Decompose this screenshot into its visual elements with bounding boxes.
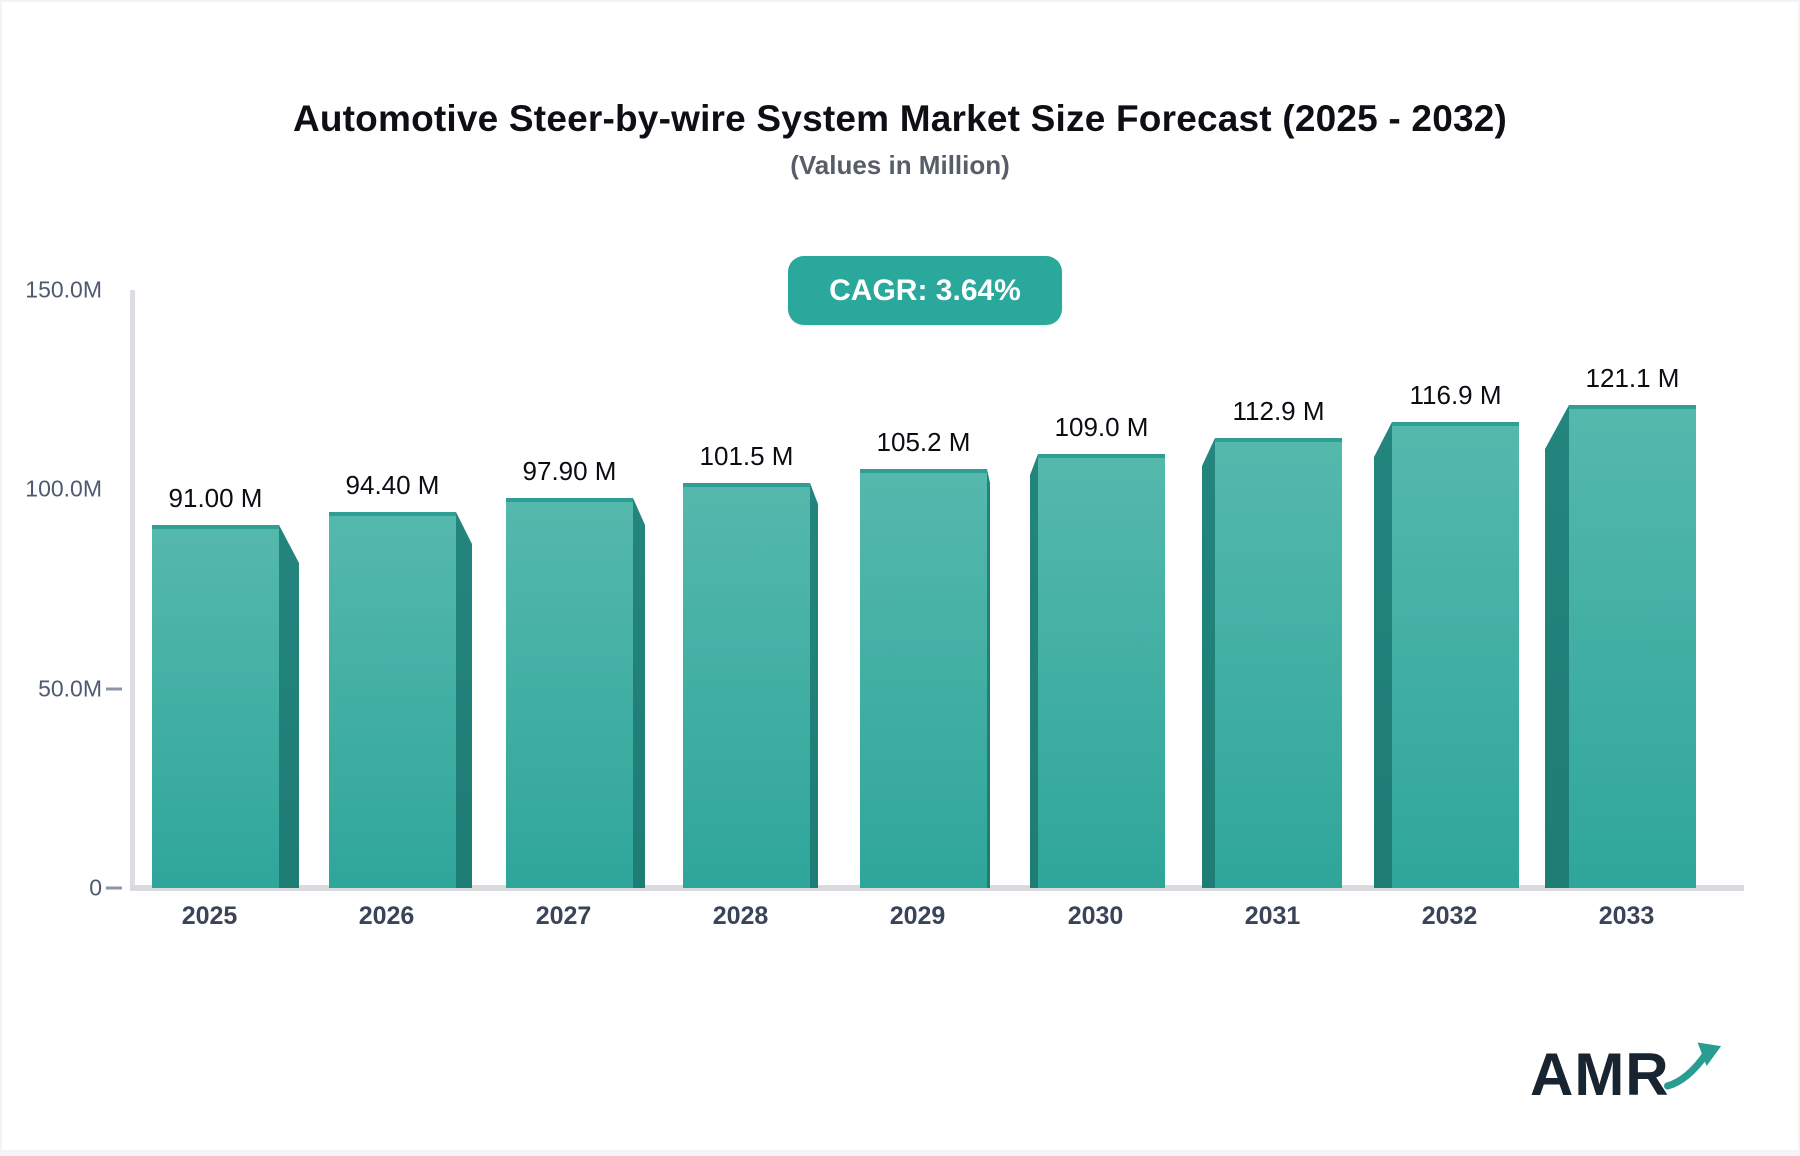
bar-side-panel	[987, 469, 990, 888]
bar-2030[interactable]	[1030, 454, 1165, 888]
x-tick-label-2029: 2029	[889, 902, 946, 930]
bar-2025[interactable]	[152, 525, 299, 888]
bar-face	[1569, 405, 1696, 888]
x-tick-label-2027: 2027	[535, 902, 592, 930]
growth-arrow-icon	[1663, 1038, 1722, 1099]
bar-2031[interactable]	[1202, 438, 1342, 888]
y-tick-label-100.0M: 100.0M	[25, 475, 102, 502]
bar-side-panel	[279, 525, 299, 888]
bar-value-label-2033: 121.1 M	[1585, 363, 1680, 393]
bar-face	[1038, 454, 1165, 888]
y-axis-line	[130, 290, 135, 890]
bar-value-label-2032: 116.9 M	[1409, 380, 1502, 410]
y-tick-mark	[106, 687, 122, 691]
x-tick-label-2031: 2031	[1244, 902, 1301, 930]
y-tick-label-150.0M: 150.0M	[25, 276, 102, 303]
bar-2027[interactable]	[506, 498, 645, 888]
bar-2028[interactable]	[683, 483, 818, 888]
brand-logo: AMR	[1530, 1032, 1722, 1118]
bar-face	[152, 525, 279, 888]
bar-side-panel	[1202, 438, 1215, 888]
y-tick-mark	[106, 886, 122, 890]
x-tick-label-2032: 2032	[1421, 902, 1478, 930]
bar-face	[506, 498, 633, 888]
bar-value-label-2025: 91.00 M	[168, 483, 263, 513]
bar-face	[1215, 438, 1342, 888]
bar-face	[860, 469, 987, 888]
bar-value-label-2029: 105.2 M	[876, 427, 971, 457]
y-tick-label-50.0M: 50.0M	[38, 675, 102, 702]
chart-title: Automotive Steer-by-wire System Market S…	[292, 98, 1508, 139]
x-tick-label-2033: 2033	[1598, 902, 1655, 930]
bar-value-label-2031: 112.9 M	[1232, 396, 1325, 426]
chart-subtitle: (Values in Million)	[790, 150, 1010, 180]
bar-side-panel	[1545, 405, 1569, 888]
bar-2033[interactable]	[1545, 405, 1696, 888]
bar-value-label-2028: 101.5 M	[699, 441, 794, 471]
bar-face	[329, 512, 456, 888]
bar-2029[interactable]	[860, 469, 990, 888]
bar-side-panel	[810, 483, 818, 888]
bar-2032[interactable]	[1374, 422, 1519, 888]
bar-face	[683, 483, 810, 888]
cagr-badge: CAGR: 3.64%	[788, 256, 1062, 325]
bar-side-panel	[456, 512, 472, 888]
bar-side-panel	[633, 498, 645, 888]
bar-side-panel	[1374, 422, 1392, 888]
bar-value-label-2030: 109.0 M	[1054, 412, 1149, 442]
x-tick-label-2028: 2028	[712, 902, 769, 930]
x-tick-label-2030: 2030	[1067, 902, 1124, 930]
x-axis-line	[130, 885, 1744, 891]
bar-side-panel	[1030, 454, 1038, 888]
bar-2026[interactable]	[329, 512, 472, 888]
bar-face	[1392, 422, 1519, 888]
y-tick-label-0: 0	[89, 874, 102, 901]
x-tick-label-2025: 2025	[181, 902, 238, 930]
bar-value-label-2027: 97.90 M	[522, 456, 617, 486]
x-tick-label-2026: 2026	[358, 902, 415, 930]
bar-value-label-2026: 94.40 M	[345, 470, 440, 500]
brand-logo-text: AMR	[1530, 1041, 1670, 1108]
